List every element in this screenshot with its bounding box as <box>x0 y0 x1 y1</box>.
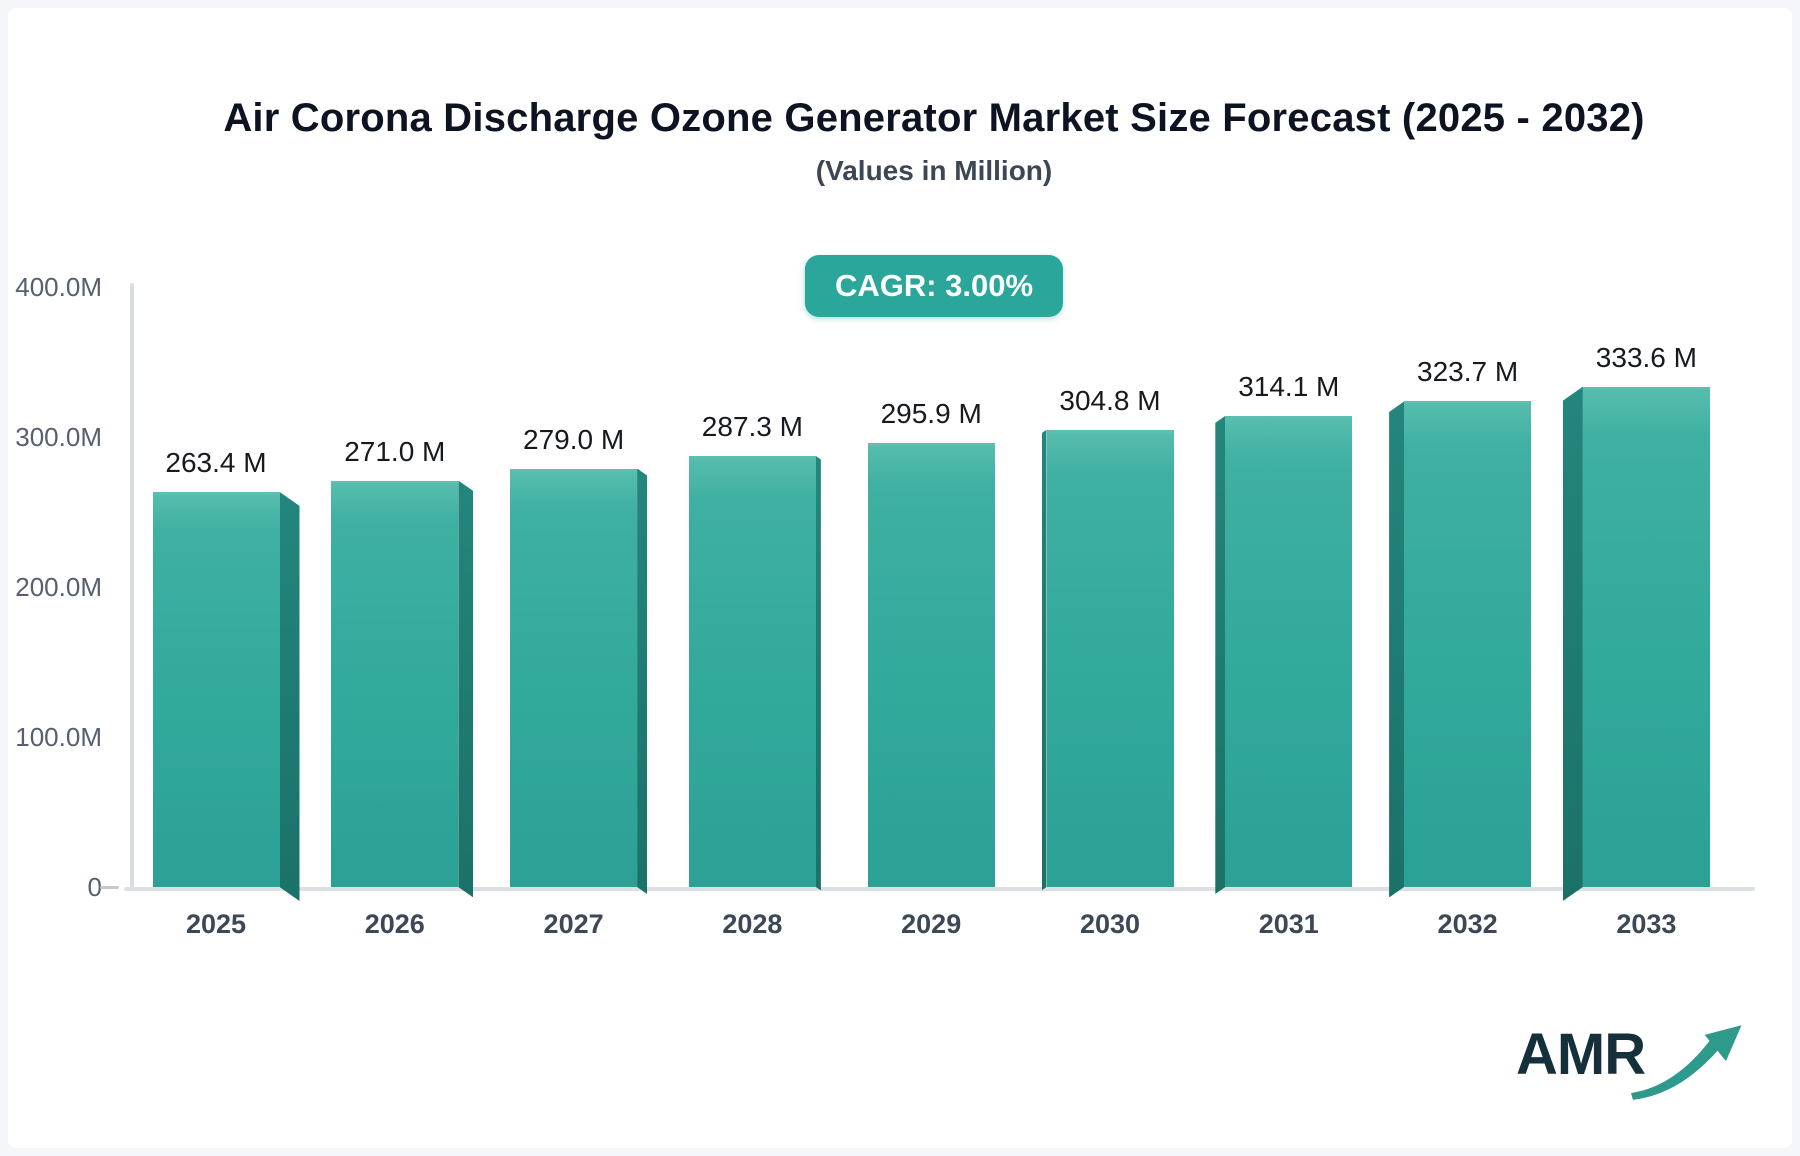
bar-2031[interactable] <box>1225 415 1353 887</box>
amr-logo: AMR <box>1516 1022 1757 1106</box>
y-axis-tick-label: 300.0M <box>15 422 102 452</box>
y-axis-tick-label: 200.0M <box>15 572 102 602</box>
x-axis-tick-label: 2026 <box>364 909 425 939</box>
cagr-badge: CAGR: 3.00% <box>804 255 1064 317</box>
bar-side-face <box>1563 387 1583 901</box>
bar-side-face <box>637 469 647 895</box>
x-axis-line <box>124 887 1755 891</box>
bar-value-label: 271.0 M <box>344 435 446 467</box>
chart-title: Air Corona Discharge Ozone Generator Mar… <box>223 96 1645 140</box>
bar-value-label: 304.8 M <box>1059 384 1161 416</box>
bar-2029[interactable] <box>867 443 995 887</box>
bar-2027[interactable] <box>510 468 638 887</box>
bar-2033[interactable] <box>1582 386 1710 887</box>
bar-2025[interactable] <box>152 491 280 887</box>
bar-value-label: 323.7 M <box>1417 356 1519 388</box>
x-axis-tick-label: 2030 <box>1079 909 1141 939</box>
x-axis-tick-label: 2032 <box>1437 909 1498 939</box>
x-axis-tick-label: 2027 <box>543 909 604 939</box>
bar-value-label: 295.9 M <box>880 398 982 430</box>
bar-2032[interactable] <box>1404 401 1532 887</box>
bar-value-label: 333.6 M <box>1595 341 1697 373</box>
bar-value-label: 279.0 M <box>523 423 625 455</box>
bar-chart-plot-area: 400.0M 300.0M 200.0M 100.0M 0 263.4 M 2025 271.… <box>8 8 1792 1148</box>
bar-side-face <box>816 456 821 890</box>
x-axis-tick-label: 2028 <box>722 909 783 939</box>
chart-header: Air Corona Discharge Ozone Generator Mar… <box>42 8 1800 187</box>
bar-value-label: 287.3 M <box>701 411 803 443</box>
cagr-badge-label: CAGR: 3.00% <box>834 268 1034 303</box>
x-axis-tick-label: 2031 <box>1258 909 1319 939</box>
y-axis-tick-label: 100.0M <box>15 722 102 752</box>
y-axis-line <box>130 283 134 891</box>
bar-value-label: 314.1 M <box>1238 370 1340 402</box>
y-axis-tick-label: 0 <box>87 872 102 902</box>
y-axis-zero-tick-mark <box>100 886 119 889</box>
chart-subtitle: (Values in Million) <box>815 155 1053 186</box>
bar-side-face <box>1389 401 1404 897</box>
bar-2026[interactable] <box>331 480 459 887</box>
bar-side-face <box>280 492 300 901</box>
bar-2030[interactable] <box>1046 429 1174 887</box>
chart-card: Air Corona Discharge Ozone Generator Mar… <box>8 8 1792 1148</box>
bar-side-face <box>1215 416 1225 894</box>
bar-2028[interactable] <box>688 456 816 887</box>
x-axis-tick-label: 2029 <box>901 909 962 939</box>
x-axis-tick-label: 2033 <box>1616 909 1677 939</box>
x-axis-tick-label: 2025 <box>185 909 247 939</box>
bar-value-label: 263.4 M <box>165 446 267 478</box>
growth-arrow-icon <box>1631 1025 1742 1100</box>
amr-logo-text: AMR <box>1516 1022 1646 1087</box>
y-axis-tick-label: 400.0M <box>15 272 102 302</box>
bar-side-face <box>458 481 473 898</box>
bar-side-face <box>1042 430 1047 891</box>
